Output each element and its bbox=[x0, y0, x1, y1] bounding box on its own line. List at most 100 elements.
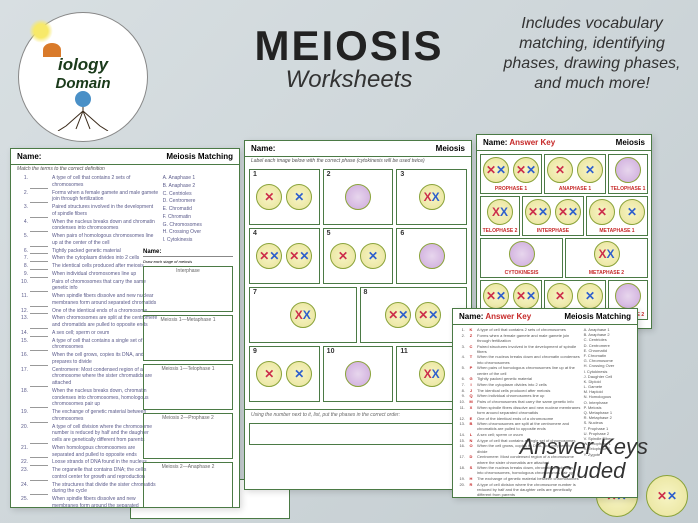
ws1-item: 25.When spindle fibers dissolve and new … bbox=[16, 496, 159, 508]
ws1-item: 10.Pairs of chromosomes that carry the s… bbox=[16, 279, 159, 293]
ws1-item: 5.When pairs of homologous chromosomes l… bbox=[16, 233, 159, 247]
answer-keys-label: Answer KeysIncluded bbox=[520, 435, 648, 483]
biology-domain-logo: iology Domain bbox=[18, 12, 148, 142]
ws2-name-label: Name: bbox=[251, 144, 275, 153]
ws1-item: 7.When the cytoplasm divides into 2 cell… bbox=[16, 255, 159, 262]
ws4-item: 1.KA type of cell that contains 2 sets o… bbox=[457, 327, 581, 332]
page-title: MEIOSIS bbox=[254, 22, 443, 70]
ws1-key-item: F. Chromatin bbox=[163, 214, 234, 221]
ws1-item: 1.A type of cell that contains 2 sets of… bbox=[16, 175, 159, 189]
ws1-item: 21.When homologous chromosomes are separ… bbox=[16, 445, 159, 459]
ws1-draw-box: Meiosis 1—Metaphase 1 bbox=[143, 315, 233, 361]
ws2-cell: 5✕✕ bbox=[323, 228, 394, 284]
logo-text-2: Domain bbox=[55, 75, 110, 92]
ws4-item: 7.IWhen the cytoplasm divides into 2 cel… bbox=[457, 382, 581, 387]
ws1-key-item: E. Chromatid bbox=[163, 206, 234, 213]
ws1-key-item: B. Anaphase 2 bbox=[163, 183, 234, 190]
ws4-item: 9.QWhen individual chromosomes line up bbox=[457, 393, 581, 398]
ws3-cell: CYTOKINESIS bbox=[480, 238, 563, 278]
ws4-item: 3.CPaired structures involved in the dev… bbox=[457, 344, 581, 354]
ws4-item: 12.EOne of the identical ends of a chrom… bbox=[457, 416, 581, 421]
ws1-item: 12.One of the identical ends of a chromo… bbox=[16, 308, 159, 315]
ws2-title: Meiosis bbox=[436, 144, 465, 153]
ws3-grid: ✕✕✕✕PROPHASE 1✕✕ANAPHASE 1TELOPHASE 1 XXT… bbox=[477, 151, 651, 325]
ws3-cell: XXMETAPHASE 2 bbox=[565, 238, 648, 278]
ws4-item: 10.MPairs of chromosomes that carry the … bbox=[457, 399, 581, 404]
ws1-key-item: I. Cytokinesis bbox=[163, 237, 234, 244]
ws1-item: 13.When chromosomes are split at the cen… bbox=[16, 315, 159, 329]
ws2-cell: 10 bbox=[323, 346, 394, 402]
ws1-item: 2.Forms when a female gamete and male ga… bbox=[16, 190, 159, 204]
ws3-cell: ✕✕METAPHASE 1 bbox=[586, 196, 648, 236]
worksheet-answerkey-labeling: Name: Answer Key Meiosis ✕✕✕✕PROPHASE 1✕… bbox=[476, 134, 652, 329]
ws1-item: 8.The identical cells produced after mei… bbox=[16, 263, 159, 270]
ws1-key-item: A. Anaphase 1 bbox=[163, 175, 234, 182]
ws1-item: 18.When the nucleus breaks down, chromat… bbox=[16, 388, 159, 408]
page-subtitle: Worksheets bbox=[254, 66, 443, 94]
ws4-answerkey: Answer Key bbox=[485, 312, 531, 321]
ws3-name-label: Name: bbox=[483, 138, 507, 147]
ws2-cell: 7XX bbox=[249, 287, 357, 343]
ws1-draw-name: Name: bbox=[143, 249, 233, 257]
ws4-name-label: Name: bbox=[459, 312, 483, 321]
ws2-cell: 8✕✕✕✕ bbox=[360, 287, 468, 343]
ws3-answerkey: Answer Key bbox=[509, 138, 555, 147]
ws1-item: 24.The structures that divide the sister… bbox=[16, 482, 159, 496]
worksheet-matching: Name: Meiosis Matching Match the terms t… bbox=[10, 148, 240, 508]
ws1-draw-box: Meiosis 2—Prophase 2 bbox=[143, 413, 233, 459]
ws4-item: 5.PWhen pairs of homologous chromosomes … bbox=[457, 365, 581, 375]
ws2-blank-row bbox=[249, 423, 467, 445]
ws1-key-item: H. Crossing Over bbox=[163, 229, 234, 236]
ws2-instructions: Label each image below with the correct … bbox=[245, 157, 471, 165]
ws1-item: 22.Loose strands of DNA found in the nuc… bbox=[16, 459, 159, 466]
ws1-item: 4.When the nucleus breaks down and chrom… bbox=[16, 219, 159, 233]
ws4-item: 6.GTightly packed genetic material bbox=[457, 376, 581, 381]
ws2-cell: 1✕✕ bbox=[249, 169, 320, 225]
ws1-item: 15.A type of cell that contains a single… bbox=[16, 338, 159, 352]
ws2-cell: 3XX bbox=[396, 169, 467, 225]
ws1-item: 20.A type of cell division where the chr… bbox=[16, 424, 159, 444]
ws1-draw-box: Meiosis 2—Anaphase 2 bbox=[143, 462, 233, 508]
title-block: MEIOSIS Worksheets bbox=[254, 22, 443, 94]
ws1-item: 6.Tightly packed genetic material bbox=[16, 248, 159, 255]
ws4-item: 2.ZForms when a female gamete and male g… bbox=[457, 333, 581, 343]
ws3-cell: ✕✕✕✕PROPHASE 1 bbox=[480, 154, 542, 194]
ws4-item: 20.RA type of cell division where the ch… bbox=[457, 482, 581, 498]
ws2-cell: 2 bbox=[323, 169, 394, 225]
ws4-item: 4.TWhen the nucleus breaks down and chro… bbox=[457, 354, 581, 364]
ws3-cell: TELOPHASE 1 bbox=[608, 154, 648, 194]
ws1-draw-instr: Draw each stage of meiosis bbox=[143, 259, 233, 264]
worksheet-labeling: Name: Meiosis Label each image below wit… bbox=[244, 140, 472, 490]
ws2-grid: 1✕✕23XX4✕✕✕✕5✕✕67XX8✕✕✕✕9✕✕1011XX bbox=[245, 165, 471, 409]
ws1-item: 14.A sex cell; sperm or ovum bbox=[16, 330, 159, 337]
ws1-name-label: Name: bbox=[17, 152, 41, 161]
roots-icon bbox=[48, 101, 118, 131]
ws3-cell: ✕✕✕✕INTERPHASE bbox=[522, 196, 584, 236]
sun-icon bbox=[29, 19, 53, 43]
ws2-cell: 9✕✕ bbox=[249, 346, 320, 402]
ws4-title: Meiosis Matching bbox=[564, 312, 631, 321]
butterfly-icon bbox=[43, 43, 61, 57]
ws4-item: 13.BWhen chromosomes are split at the ce… bbox=[457, 421, 581, 431]
ws1-item: 16.When the cell grows, copies its DNA, … bbox=[16, 352, 159, 366]
ws1-item: 19.The exchange of genetic material betw… bbox=[16, 409, 159, 423]
ws1-item: 17.Centromere: Most condensed region of … bbox=[16, 367, 159, 387]
ws2-cell: 4✕✕✕✕ bbox=[249, 228, 320, 284]
ws1-instructions: Match the terms to the correct definitio… bbox=[11, 165, 239, 173]
feature-blurb: Includes vocabulary matching, identifyin… bbox=[502, 14, 682, 94]
ws4-item: 8.JThe identical cells produced after me… bbox=[457, 388, 581, 393]
ws3-cell: ✕✕ANAPHASE 1 bbox=[544, 154, 606, 194]
ws1-key-item: G. Chromosomes bbox=[163, 222, 234, 229]
ws1-key-item: D. Centromere bbox=[163, 198, 234, 205]
ws1-item: 23.The organelle that contains DNA; the … bbox=[16, 467, 159, 481]
ws4-item: 11.XWhen spindle fibers dissolve and new… bbox=[457, 405, 581, 415]
ws1-draw-box: Interphase bbox=[143, 266, 233, 312]
ws1-item-list: 1.A type of cell that contains 2 sets of… bbox=[16, 175, 159, 508]
ws1-title: Meiosis Matching bbox=[166, 152, 233, 161]
ws1-item: 3.Paired structures involved in the deve… bbox=[16, 204, 159, 218]
ws3-cell: XXTELOPHASE 2 bbox=[480, 196, 520, 236]
ws1-item: 11.When spindle fibers dissolve and new … bbox=[16, 293, 159, 307]
ws2-cell: 6 bbox=[396, 228, 467, 284]
logo-text-1: iology bbox=[58, 55, 108, 75]
ws3-title: Meiosis bbox=[616, 138, 645, 147]
